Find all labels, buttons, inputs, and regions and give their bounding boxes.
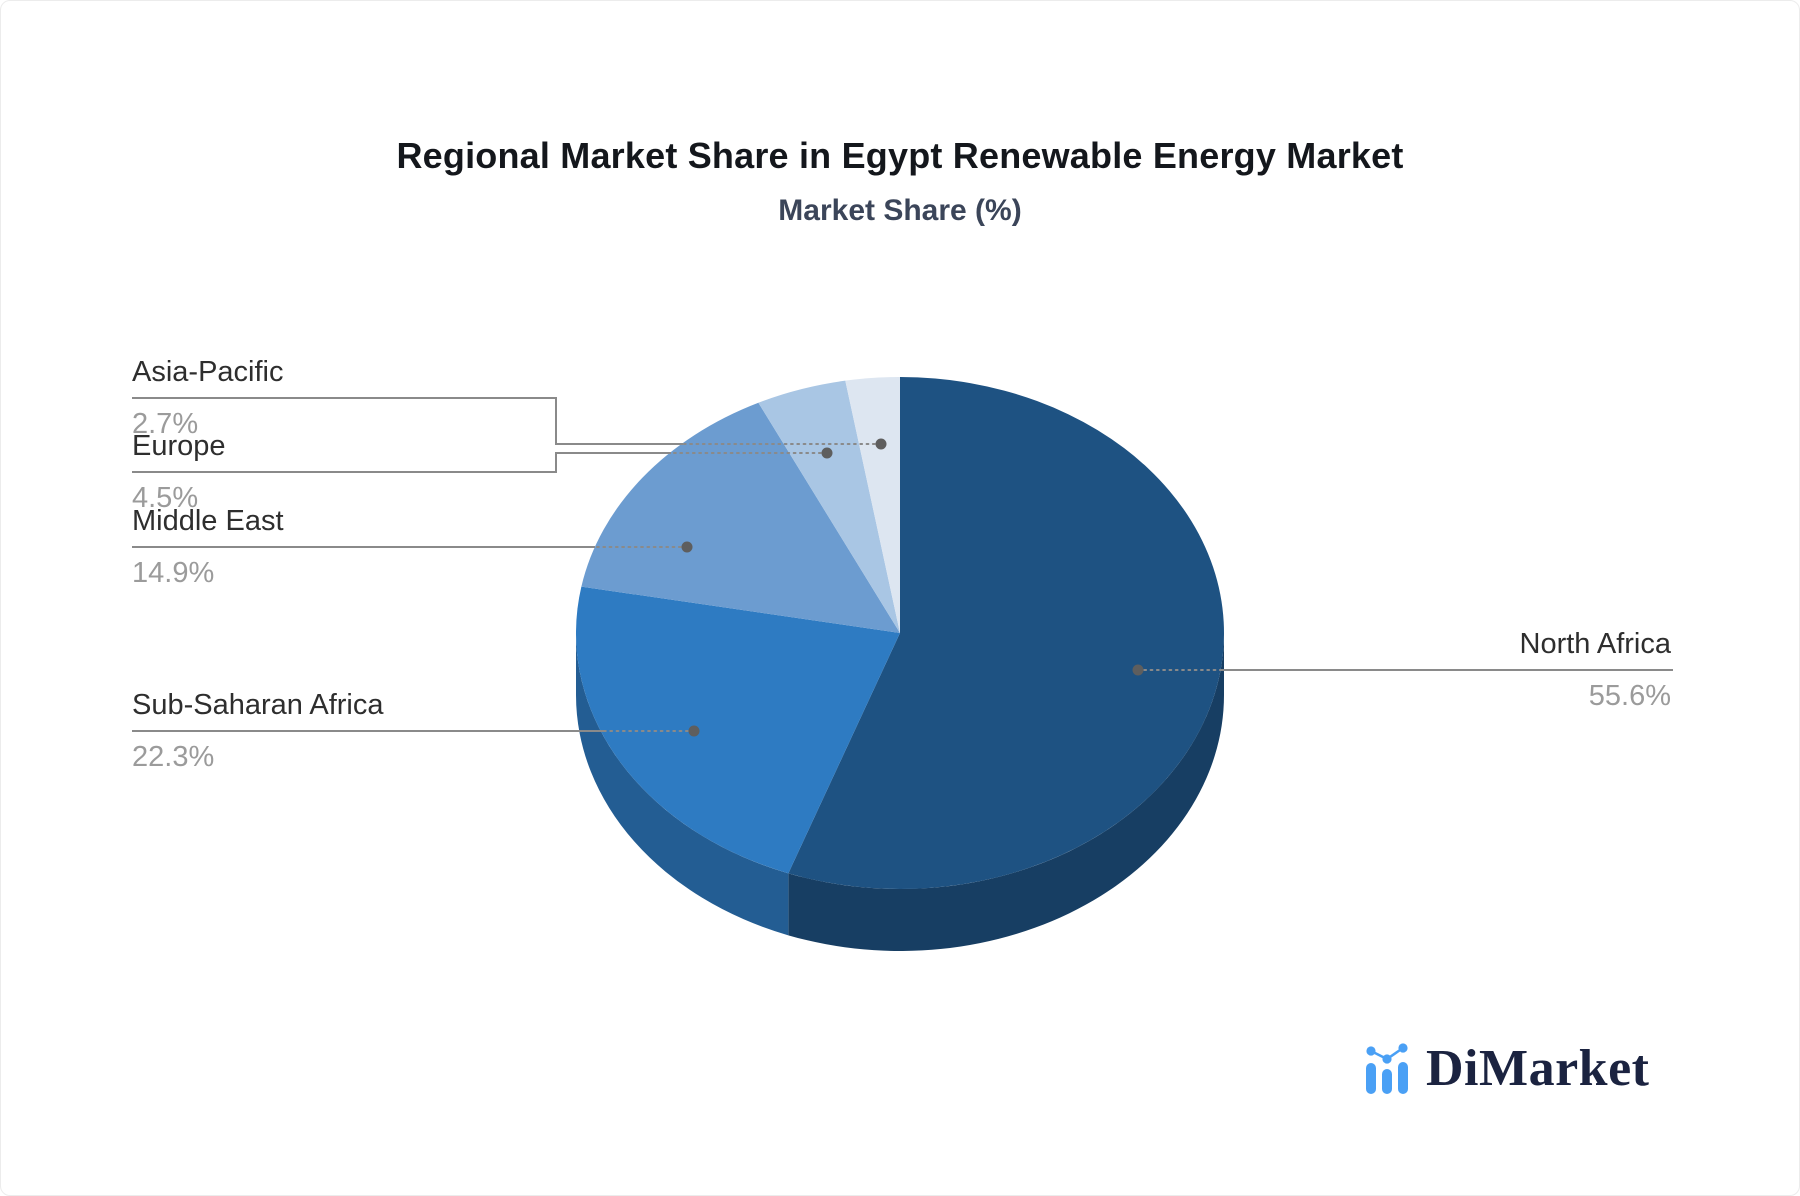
leader-line-asia-pacific [132, 397, 683, 445]
leader-dot-north-africa [1132, 664, 1144, 676]
slice-label: Middle East [132, 504, 284, 537]
slice-percent: 22.3% [132, 741, 215, 773]
logo-bar [1366, 1063, 1376, 1094]
pie-slice-side-north-africa [788, 633, 1224, 951]
leader-dot-asia-pacific [875, 438, 887, 450]
pie-slice-north-africa[interactable] [788, 377, 1225, 890]
logo-dot [1366, 1046, 1376, 1056]
logo-dot [1382, 1054, 1392, 1064]
chart-subtitle: Market Share (%) [778, 194, 1022, 227]
leader-dot-europe [821, 447, 833, 459]
pie-slice-sub-saharan-africa[interactable] [575, 586, 900, 874]
slice-percent: 55.6% [1588, 680, 1671, 712]
logo-dot [1398, 1043, 1408, 1053]
leader-dot-middle-east [681, 541, 693, 553]
pie-slice-asia-pacific[interactable] [845, 377, 900, 633]
slice-label: North Africa [1519, 627, 1672, 660]
logo-bar [1382, 1069, 1392, 1094]
pie-slice-europe[interactable] [758, 380, 900, 633]
leader-line-europe [132, 452, 671, 473]
dimarket-logo-text: DiMarket [1426, 1040, 1650, 1097]
slice-percent: 4.5% [132, 482, 199, 514]
chart-title: Regional Market Share in Egypt Renewable… [396, 135, 1404, 176]
dimarket-logo-icon [1366, 1043, 1408, 1094]
pie-slice-middle-east[interactable] [581, 402, 900, 633]
dimarket-logo: DiMarket [1364, 1040, 1650, 1097]
slice-label: Asia-Pacific [132, 355, 284, 388]
leader-dot-sub-saharan-africa [688, 725, 700, 737]
slice-percent: 2.7% [132, 408, 199, 440]
logo-bar [1398, 1062, 1408, 1094]
pie-slice-side-sub-saharan-africa [576, 633, 789, 936]
slice-label: Sub-Saharan Africa [132, 688, 384, 721]
slice-label: Europe [132, 429, 226, 462]
slice-percent: 14.9% [132, 557, 215, 589]
